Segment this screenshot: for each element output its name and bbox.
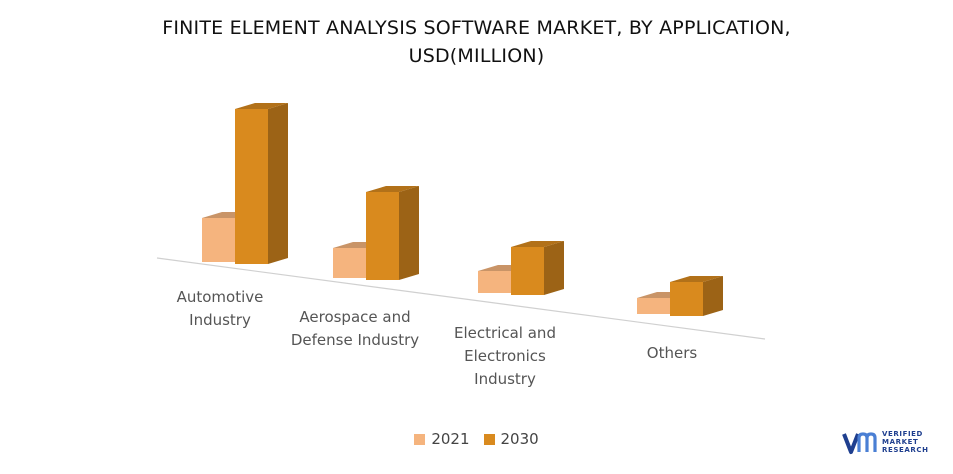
category-label-line: Others	[647, 344, 698, 362]
category-label-line: Defense Industry	[291, 331, 419, 349]
category-label-line: Electrical and	[454, 324, 556, 342]
vmr-logo-line3: RESEARCH	[882, 446, 929, 454]
bar-side-face	[544, 241, 564, 295]
bar-top-face	[670, 276, 723, 282]
vmr-logo-mark-icon	[842, 432, 877, 454]
vmr-logo: VERIFIED MARKET RESEARCH	[842, 424, 952, 460]
category-label-line: Industry	[474, 370, 536, 388]
chart-title: FINITE ELEMENT ANALYSIS SOFTWARE MARKET,…	[0, 14, 953, 70]
bar-side-face	[268, 103, 288, 264]
bar-front-face	[202, 218, 235, 262]
bar-front-face	[637, 298, 670, 314]
bar-group	[202, 103, 723, 316]
legend-item-2021: 2021	[414, 430, 470, 448]
legend-label-2021: 2021	[431, 430, 470, 448]
bar-front-face	[670, 282, 703, 316]
bar-front-face	[478, 271, 511, 293]
bar-2030-4	[670, 276, 723, 316]
chart-title-line1: FINITE ELEMENT ANALYSIS SOFTWARE MARKET,…	[162, 17, 791, 39]
bar-2030-3	[511, 241, 564, 295]
category-label-line: Electronics	[464, 347, 546, 365]
bar-2030-1	[235, 103, 288, 264]
category-label-line: Industry	[189, 311, 251, 329]
vmr-logo-line2: MARKET	[882, 438, 919, 446]
legend-label-2030: 2030	[500, 430, 539, 448]
category-label-1: Automotive Industry	[177, 288, 264, 329]
bar-side-face	[399, 186, 419, 280]
bar-top-face	[366, 186, 419, 192]
vmr-logo-line1: VERIFIED	[882, 430, 923, 438]
bar-front-face	[333, 248, 366, 278]
bar-front-face	[511, 247, 544, 295]
bar-2030-2	[366, 186, 419, 280]
bar-side-face	[703, 276, 723, 316]
chart-title-line2: USD(MILLION)	[408, 45, 545, 67]
category-label-line: Aerospace and	[299, 308, 410, 326]
legend-item-2030: 2030	[483, 430, 539, 448]
category-labels: Automotive Industry Aerospace and Defense I…	[177, 288, 698, 388]
legend-swatch-2021	[414, 433, 426, 445]
legend-swatch-2030	[483, 433, 495, 445]
bar-top-face	[235, 103, 288, 109]
floor-line	[156, 257, 766, 340]
bar-front-face	[235, 109, 268, 264]
category-label-3: Electrical and Electronics Industry	[454, 324, 556, 388]
bar-top-face	[511, 241, 564, 247]
category-label-2: Aerospace and Defense Industry	[291, 308, 419, 349]
category-label-4: Others	[647, 344, 698, 362]
category-label-line: Automotive	[177, 288, 264, 306]
bar-front-face	[366, 192, 399, 280]
legend: 2021 2030	[0, 430, 953, 448]
